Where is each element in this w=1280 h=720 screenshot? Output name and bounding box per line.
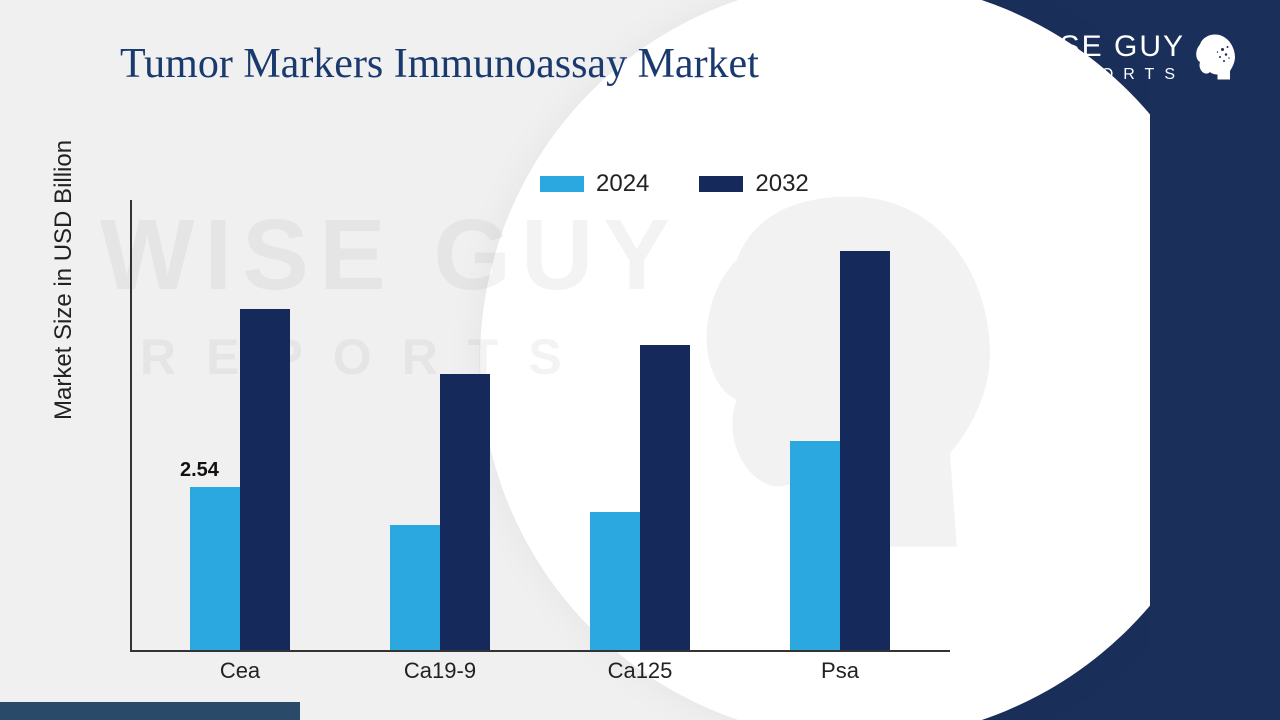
legend-swatch-2024 — [540, 176, 584, 192]
bar-2024 — [390, 525, 440, 650]
bottom-accent-bar — [0, 702, 300, 720]
bar-2024 — [190, 487, 240, 650]
bar-group — [790, 251, 910, 650]
legend-label-2024: 2024 — [596, 170, 649, 198]
bar-2032 — [440, 374, 490, 650]
bar-2032 — [240, 309, 290, 650]
x-axis-category-label: Ca19-9 — [380, 658, 500, 684]
plot-area — [130, 200, 950, 650]
canvas: Tumor Markers Immunoassay Market WISE GU… — [0, 0, 1280, 720]
legend: 2024 2032 — [540, 170, 809, 198]
bar-2032 — [640, 345, 690, 650]
x-axis-line — [130, 650, 950, 652]
bar-group — [390, 374, 510, 650]
legend-item-2024: 2024 — [540, 170, 649, 198]
y-axis-label: Market Size in USD Billion — [50, 140, 78, 420]
bar-chart: 2024 2032 Market Size in USD Billion Cea… — [80, 150, 960, 690]
bar-group — [590, 345, 710, 650]
legend-item-2032: 2032 — [699, 170, 808, 198]
x-axis-category-label: Ca125 — [580, 658, 700, 684]
chart-title: Tumor Markers Immunoassay Market — [120, 40, 759, 88]
x-axis-category-label: Psa — [780, 658, 900, 684]
head-icon — [1190, 32, 1240, 82]
logo-line2: REPORTS — [1019, 66, 1185, 84]
bar-2024 — [790, 441, 840, 650]
logo-line1: WISE GUY — [1019, 30, 1185, 64]
bar-2032 — [840, 251, 890, 650]
legend-label-2032: 2032 — [755, 170, 808, 198]
brand-logo: WISE GUY REPORTS — [1019, 30, 1240, 84]
dark-right-panel-overlay — [1150, 0, 1280, 720]
legend-swatch-2032 — [699, 176, 743, 192]
x-axis-category-label: Cea — [180, 658, 300, 684]
bar-2024 — [590, 512, 640, 650]
bar-value-label: 2.54 — [180, 459, 219, 482]
